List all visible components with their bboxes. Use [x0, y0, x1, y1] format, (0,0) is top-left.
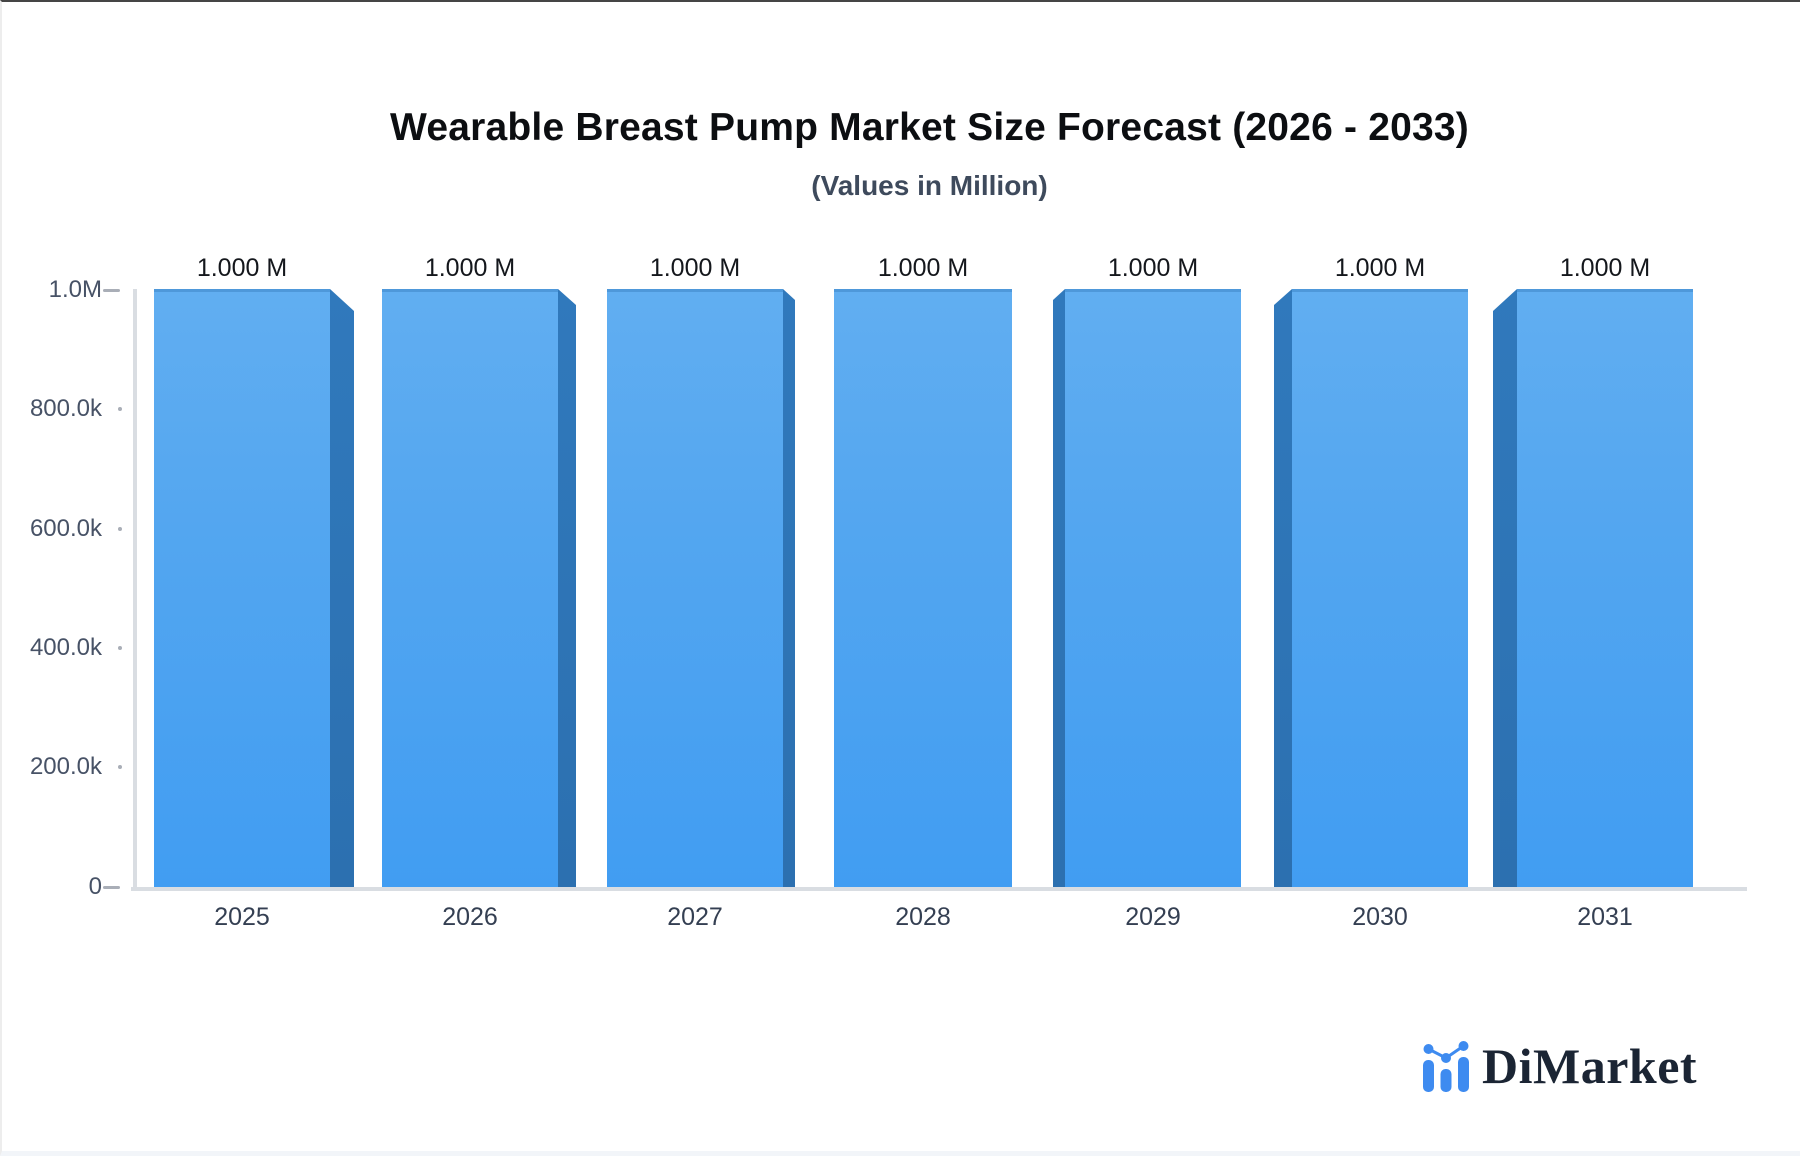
y-tick-mark [118, 527, 122, 531]
y-tick-label: 1.0M [48, 276, 102, 303]
mini-bar-line-chart-icon [1421, 1040, 1471, 1092]
x-axis-label: 2029 [1125, 903, 1181, 931]
bar-side-bevel [558, 289, 576, 887]
bar-side-bevel [1493, 289, 1517, 887]
bar-side-bevel [783, 289, 795, 887]
dimarket-logo-text: DiMarket [1482, 1038, 1698, 1094]
chart-subtitle: (Values in Million) [811, 170, 1048, 201]
y-tick-mark [103, 289, 120, 292]
bar-value-label: 1.000 M [1334, 254, 1426, 282]
bar-value-label: 1.000 M [1559, 254, 1651, 282]
bar-face [1292, 289, 1468, 887]
chart-title: Wearable Breast Pump Market Size Forecas… [390, 106, 1469, 149]
bar-face [1517, 289, 1693, 887]
y-tick-label: 800.0k [29, 395, 102, 422]
x-axis-line [131, 887, 1747, 891]
bar-value-label: 1.000 M [196, 254, 288, 282]
y-tick-label: 0 [88, 873, 102, 900]
bar-2029: 1.000 M 2029 [1053, 254, 1241, 931]
x-axis-label: 2030 [1352, 903, 1408, 931]
y-tick-mark [118, 407, 122, 411]
bar-face [834, 289, 1012, 887]
bar-2030: 1.000 M 2030 [1274, 254, 1468, 931]
bar-face [154, 289, 330, 887]
bar-side-bevel [330, 289, 354, 887]
bar-2026: 1.000 M 2026 [382, 254, 576, 931]
bar-value-label: 1.000 M [1107, 254, 1199, 282]
y-tick-mark [118, 646, 122, 650]
y-tick-mark [103, 886, 120, 889]
y-axis-line [133, 289, 137, 891]
bar-face [1065, 289, 1241, 887]
bar-side-bevel [1274, 289, 1292, 887]
bar-side-bevel [1053, 289, 1065, 887]
x-axis-label: 2028 [895, 903, 951, 931]
y-tick-label: 200.0k [29, 753, 102, 780]
dimarket-logo: DiMarket [1421, 1040, 1697, 1092]
y-tick-label: 400.0k [29, 634, 102, 661]
bar-face [382, 289, 558, 887]
x-axis-label: 2027 [667, 903, 723, 931]
bar-2028: 1.000 M 2028 [834, 254, 1012, 931]
bar-2027: 1.000 M 2027 [607, 254, 795, 931]
x-axis-label: 2031 [1577, 903, 1633, 931]
y-tick-label: 600.0k [29, 515, 102, 542]
x-axis-label: 2025 [214, 903, 270, 931]
x-axis-label: 2026 [442, 903, 498, 931]
bar-2025: 1.000 M 2025 [154, 254, 354, 931]
bar-2031: 1.000 M 2031 [1493, 254, 1693, 931]
bar-value-label: 1.000 M [424, 254, 516, 282]
bar-face [607, 289, 783, 887]
bar-value-label: 1.000 M [877, 254, 969, 282]
y-tick-mark [118, 765, 122, 769]
bar-value-label: 1.000 M [649, 254, 741, 282]
